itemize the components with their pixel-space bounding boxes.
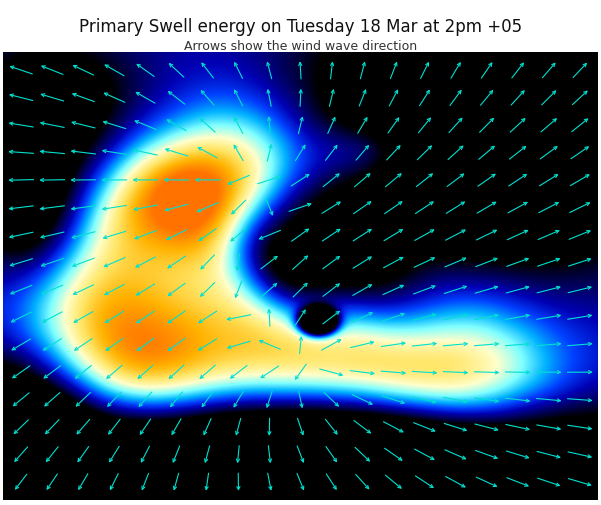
Text: Arrows show the wind wave direction: Arrows show the wind wave direction — [184, 40, 417, 54]
Text: Primary Swell energy on Tuesday 18 Mar at 2pm +05: Primary Swell energy on Tuesday 18 Mar a… — [79, 18, 522, 36]
